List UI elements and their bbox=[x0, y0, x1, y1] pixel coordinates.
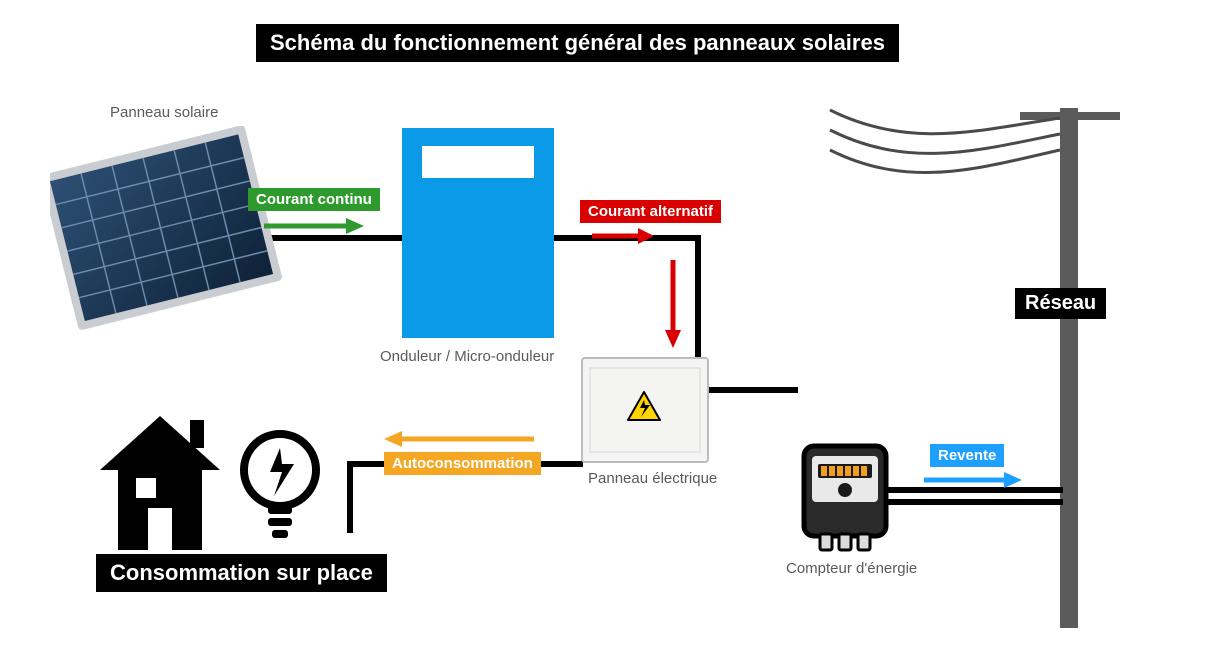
consumption-icon bbox=[90, 400, 330, 570]
flow-self-arrow bbox=[378, 426, 538, 452]
inverter-label: Onduleur / Micro-onduleur bbox=[380, 348, 554, 365]
electrical-panel-label: Panneau électrique bbox=[588, 470, 717, 487]
energy-meter-icon bbox=[790, 438, 900, 558]
solar-panel-label: Panneau solaire bbox=[110, 104, 218, 121]
solar-panel-icon bbox=[50, 126, 290, 356]
flow-resale-label: Revente bbox=[930, 444, 1004, 467]
flow-resale-arrow bbox=[918, 468, 1028, 492]
flow-ac-arrow-right bbox=[588, 224, 658, 248]
flow-dc-label: Courant continu bbox=[248, 188, 380, 211]
flow-self-label: Autoconsommation bbox=[384, 452, 541, 475]
energy-meter-label: Compteur d'énergie bbox=[786, 560, 917, 577]
flow-ac-label: Courant alternatif bbox=[580, 200, 721, 223]
flow-dc-arrow bbox=[260, 212, 370, 240]
electrical-panel-icon bbox=[580, 356, 710, 466]
inverter-icon bbox=[402, 128, 554, 338]
consumption-label: Consommation sur place bbox=[96, 554, 387, 592]
flow-ac-arrow-down bbox=[660, 256, 686, 352]
